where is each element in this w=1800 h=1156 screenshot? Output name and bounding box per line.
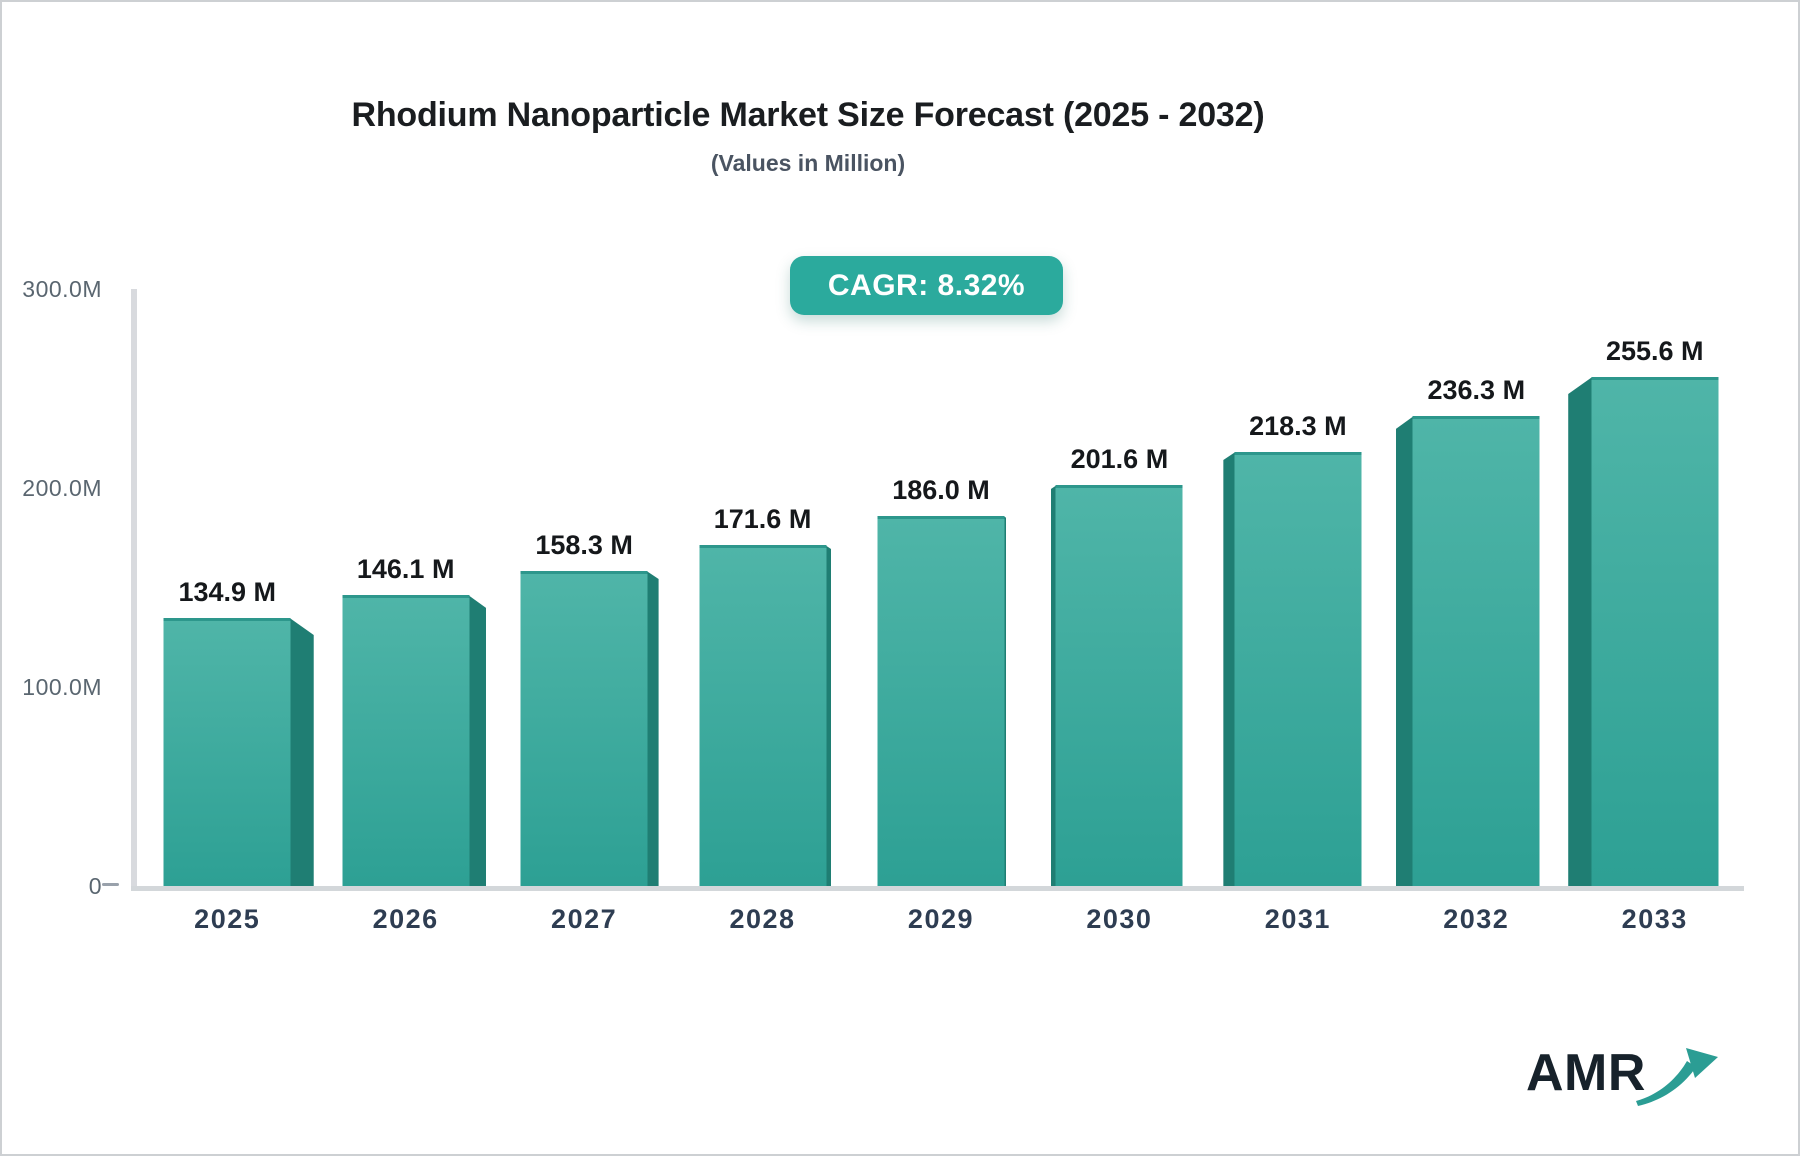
bar-2030 [1055,485,1183,886]
bar-2026 [342,595,470,886]
x-label-2033: 2033 [1621,904,1688,934]
bar-3d-side [1003,516,1007,886]
bar-2029 [877,516,1005,886]
y-axis-line [131,289,137,886]
bar-value-label: 201.6 M [1070,444,1169,474]
bar-3d-side [468,595,487,886]
x-label-2031: 2031 [1264,904,1331,934]
x-axis-labels: 2025 2026 2027 2028 2029 2030 2031 2032 2033 [138,904,1744,935]
bar-group-2028: 171.6 M [673,289,851,886]
bar-2032 [1412,416,1540,886]
x-label-2030: 2030 [1086,904,1153,934]
bar-value-label: 218.3 M [1249,411,1347,441]
bar-group-2030: 201.6 M [1030,289,1208,886]
bar-group-2031: 218.3 M [1209,289,1387,886]
bar-value-label: 236.3 M [1427,375,1526,405]
bar-value-label: 134.9 M [178,577,276,607]
bar-group-2026: 146.1 M [316,289,494,886]
x-label-2025: 2025 [194,904,261,934]
bar-2033 [1591,377,1719,886]
amr-logo: AMR [1526,1042,1726,1114]
bar-3d-side [1568,377,1593,886]
bar-value-label: 158.3 M [535,530,633,560]
bar-group-2032: 236.3 M [1387,289,1565,886]
bar-group-2033: 255.6 M [1566,289,1744,886]
y-tick-label: 300.0M [22,276,102,302]
chart-title: Rhodium Nanoparticle Market Size Forecas… [351,96,1265,134]
bar-3d-side [1395,416,1414,886]
bar-3d-side [825,545,832,886]
x-label-2028: 2028 [729,904,796,934]
plot-area: 134.9 M 146.1 M 158.3 M 171.6 M 186.0 M 201.6… [138,289,1744,886]
bar-3d-side [289,618,314,886]
cagr-badge-label: CAGR: 8.32% [827,268,1026,302]
bar-group-2027: 158.3 M [495,289,673,886]
bar-value-label: 255.6 M [1605,336,1704,366]
bar-3d-side [1050,485,1057,886]
bar-2031 [1234,452,1362,886]
x-axis-line [131,886,1744,891]
x-label-2026: 2026 [372,904,439,934]
bar-value-label: 171.6 M [713,504,812,534]
bar-value-label: 146.1 M [356,554,455,584]
chart-subtitle: (Values in Million) [710,150,906,176]
bar-2027 [520,571,648,886]
bar-value-label: 186.0 M [892,475,990,505]
bar-group-2025: 134.9 M [138,289,316,886]
y-tick-label: 200.0M [22,475,102,501]
bar-group-2029: 186.0 M [852,289,1030,886]
cagr-badge: CAGR: 8.32% [790,256,1063,315]
bar-3d-side [1223,452,1236,886]
amr-logo-text: AMR [1526,1044,1646,1102]
bar-3d-side [646,571,659,886]
bar-2025 [163,618,291,886]
x-label-2029: 2029 [907,904,974,934]
growth-arrow-icon [1636,1048,1718,1106]
bar-2028 [699,545,827,886]
y-tick-label: 100.0M [22,674,102,700]
x-label-2027: 2027 [551,904,618,934]
x-label-2032: 2032 [1443,904,1510,934]
y-tick-label: 0 [88,873,102,899]
zero-tick-mark [102,883,119,886]
